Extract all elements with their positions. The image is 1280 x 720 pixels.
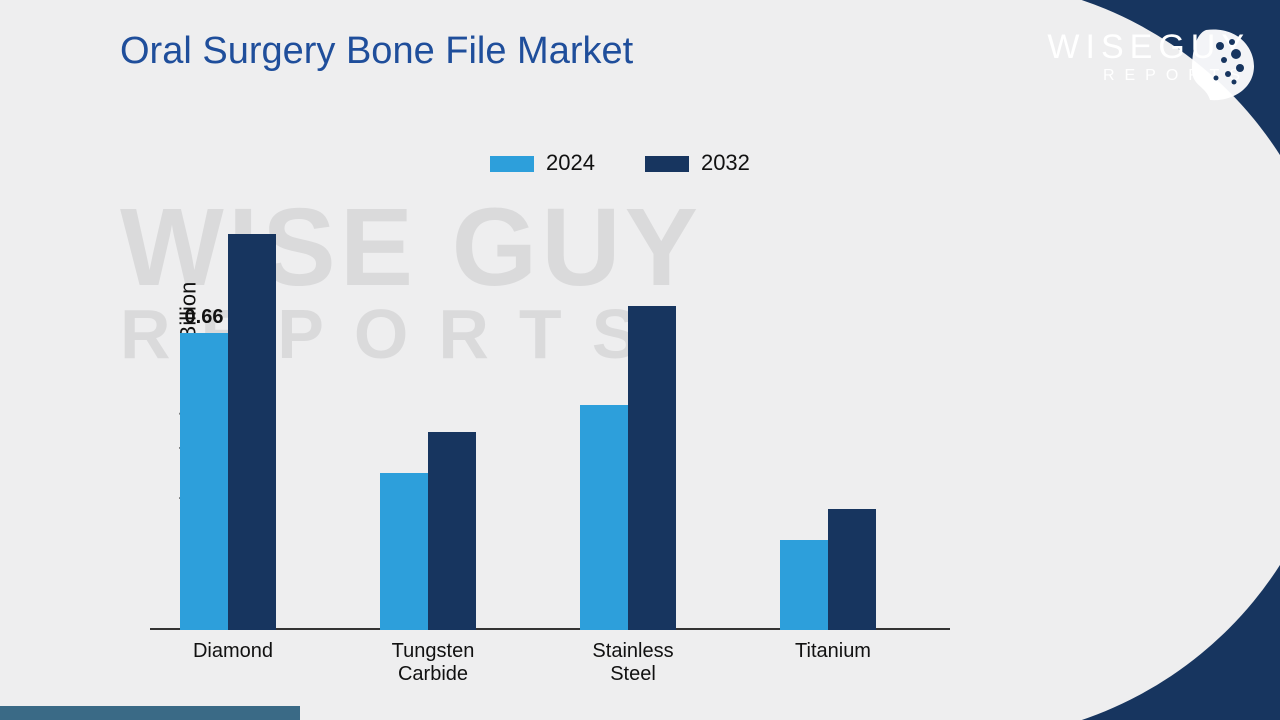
chart-area: Market Size in USD Billion 2024 2032 0.6… <box>60 150 960 670</box>
bar-2032 <box>628 306 676 630</box>
footer-accent-bar <box>0 706 300 720</box>
legend-label-2032: 2032 <box>701 150 750 175</box>
bar-2032 <box>828 509 876 631</box>
legend: 2024 2032 <box>490 150 750 176</box>
legend-label-2024: 2024 <box>546 150 595 175</box>
legend-item-2024: 2024 <box>490 150 595 176</box>
legend-item-2032: 2032 <box>645 150 750 176</box>
category-label: Tungsten Carbide <box>392 640 475 686</box>
brand-logo: WISEGUY REPORTS <box>990 30 1250 84</box>
bar-2032 <box>228 234 276 630</box>
legend-swatch-2024 <box>490 156 534 172</box>
side-band <box>960 0 1280 720</box>
bar-2024 <box>580 405 628 630</box>
legend-swatch-2032 <box>645 156 689 172</box>
category-label: Diamond <box>193 640 273 663</box>
bar-2032 <box>428 432 476 630</box>
chart-title: Oral Surgery Bone File Market <box>120 30 633 73</box>
bar-value-label: 0.66 <box>185 306 224 329</box>
plot-region: 0.66DiamondTungsten CarbideStainless Ste… <box>150 180 950 630</box>
figure-root: WISEGUY REPORTS Oral Surgery Bone File M… <box>0 0 1280 720</box>
brand-head-icon <box>1186 26 1256 104</box>
bar-2024 <box>780 540 828 630</box>
bar-2024 <box>380 473 428 631</box>
category-label: Titanium <box>795 640 871 663</box>
category-label: Stainless Steel <box>592 640 673 686</box>
bar-2024: 0.66 <box>180 333 228 630</box>
